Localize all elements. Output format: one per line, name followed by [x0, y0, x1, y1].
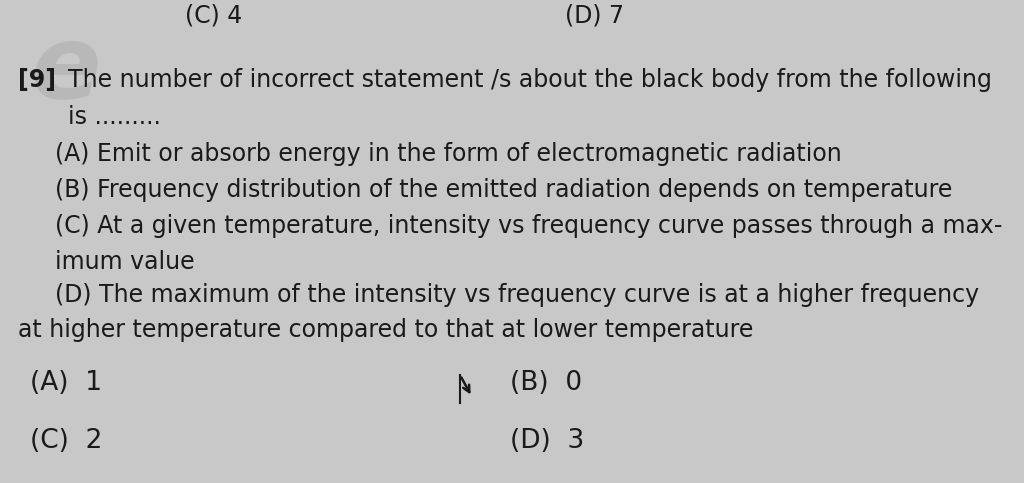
Text: (C) At a given temperature, intensity vs frequency curve passes through a max-: (C) At a given temperature, intensity vs… — [55, 214, 1002, 238]
Text: (A) Emit or absorb energy in the form of electromagnetic radiation: (A) Emit or absorb energy in the form of… — [55, 142, 842, 166]
Text: (C)  2: (C) 2 — [30, 428, 102, 454]
Text: (B)  0: (B) 0 — [510, 370, 582, 396]
Text: (A)  1: (A) 1 — [30, 370, 102, 396]
Text: at higher temperature compared to that at lower temperature: at higher temperature compared to that a… — [18, 318, 754, 342]
Text: imum value: imum value — [55, 250, 195, 274]
Text: The number of incorrect statement /s about the black body from the following: The number of incorrect statement /s abo… — [68, 68, 992, 92]
Text: [9]: [9] — [18, 68, 56, 92]
Text: (C) 4: (C) 4 — [185, 4, 243, 28]
Text: (B) Frequency distribution of the emitted radiation depends on temperature: (B) Frequency distribution of the emitte… — [55, 178, 952, 202]
Text: e: e — [30, 20, 100, 121]
Text: is .........: is ......... — [68, 105, 161, 129]
Text: (D) 7: (D) 7 — [565, 4, 624, 28]
Text: (D) The maximum of the intensity vs frequency curve is at a higher frequency: (D) The maximum of the intensity vs freq… — [55, 283, 979, 307]
Text: (D)  3: (D) 3 — [510, 428, 585, 454]
